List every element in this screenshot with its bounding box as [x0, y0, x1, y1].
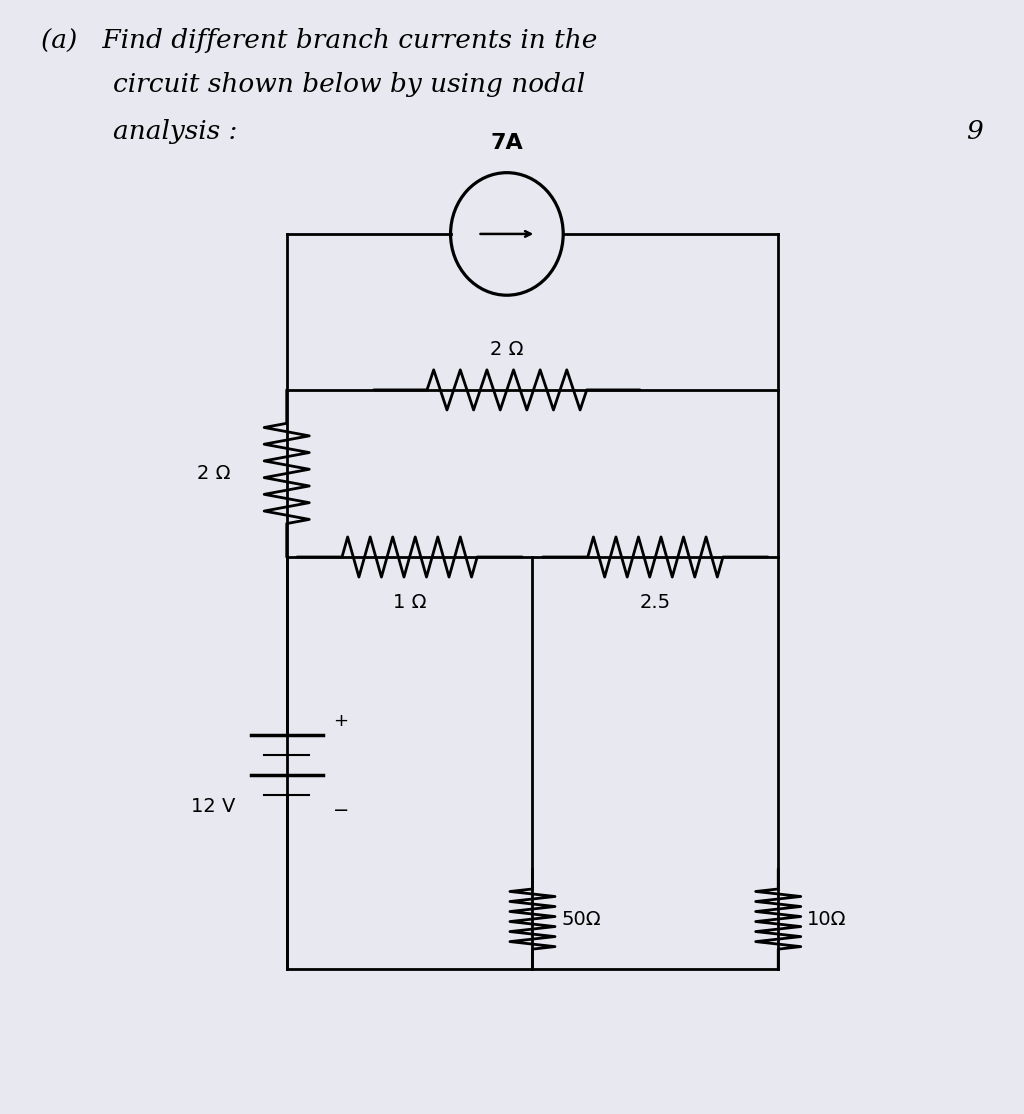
Text: 1 Ω: 1 Ω [393, 593, 426, 612]
Text: analysis :: analysis : [113, 119, 237, 144]
Text: +: + [333, 712, 348, 730]
Text: 7A: 7A [490, 133, 523, 153]
Text: 2 Ω: 2 Ω [197, 463, 230, 483]
Text: 9: 9 [967, 119, 983, 144]
Text: (a)   Find different branch currents in the: (a) Find different branch currents in th… [41, 28, 597, 52]
Text: 12 V: 12 V [191, 797, 236, 817]
Text: 50Ω: 50Ω [561, 909, 601, 929]
Text: 2 Ω: 2 Ω [490, 340, 523, 359]
Text: circuit shown below by using nodal: circuit shown below by using nodal [113, 72, 585, 97]
Text: 2.5: 2.5 [640, 593, 671, 612]
Text: −: − [333, 801, 349, 820]
Text: 10Ω: 10Ω [807, 909, 847, 929]
